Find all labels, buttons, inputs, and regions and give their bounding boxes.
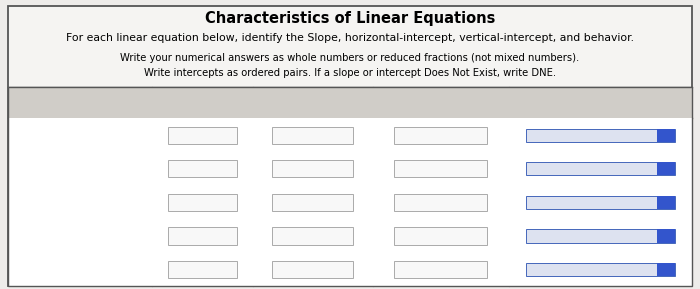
Text: For each linear equation below, identify the Slope, horizontal-intercept, vertic: For each linear equation below, identify… <box>66 33 634 42</box>
Text: Vertical Intercept: Vertical Intercept <box>255 96 371 109</box>
Text: Equation: Equation <box>51 96 109 109</box>
Text: Characteristics of Linear Equations: Characteristics of Linear Equations <box>205 11 495 26</box>
Text: y = 2x: y = 2x <box>62 197 98 207</box>
Text: Slope: Slope <box>184 96 221 109</box>
Text: x = 6: x = 6 <box>65 264 94 274</box>
Text: Behavior: Behavior <box>571 96 630 109</box>
Text: y = − 9x − 1: y = − 9x − 1 <box>44 130 116 140</box>
Text: Write your numerical answers as whole numbers or reduced fractions (not mixed nu: Write your numerical answers as whole nu… <box>120 53 580 63</box>
Text: Write intercepts as ordered pairs. If a slope or intercept Does Not Exist, write: Write intercepts as ordered pairs. If a … <box>144 68 556 78</box>
Text: Horizontal Intercept: Horizontal Intercept <box>374 96 508 109</box>
Text: y = 4 − 2x: y = 4 − 2x <box>51 164 109 174</box>
Text: y = 8: y = 8 <box>65 231 94 241</box>
